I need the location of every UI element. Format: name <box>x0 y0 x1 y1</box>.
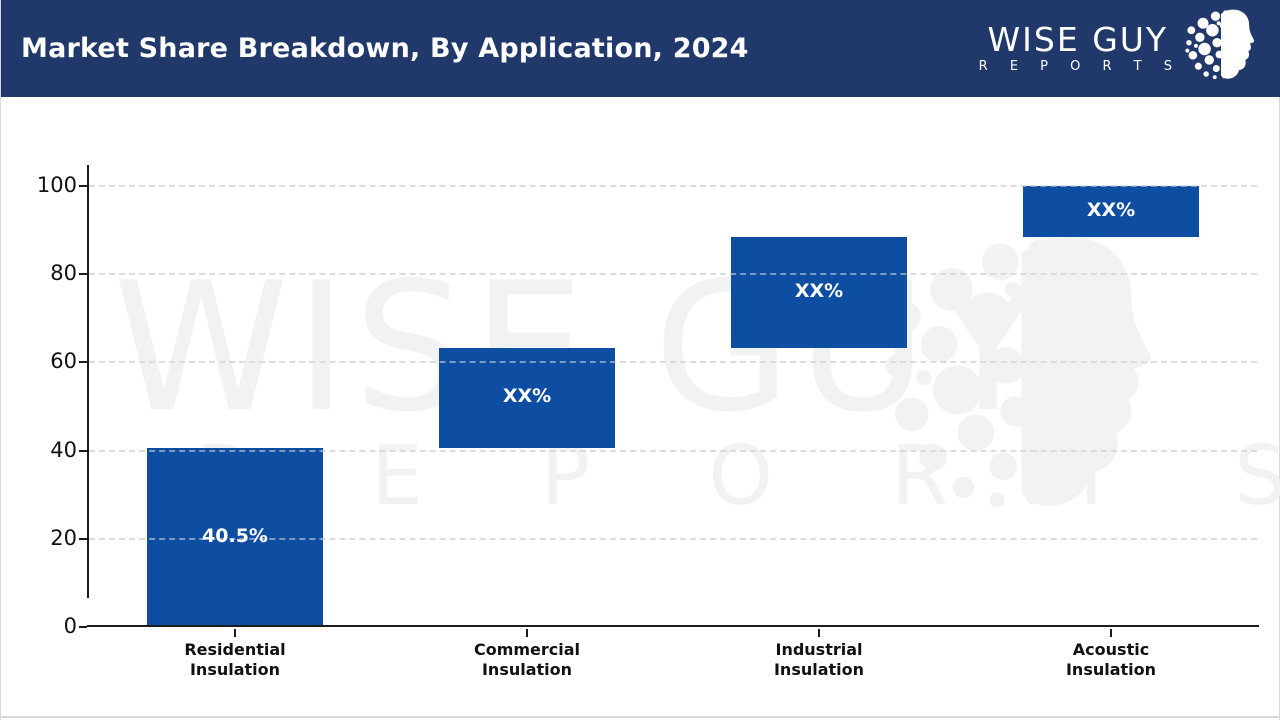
category-label-line: Insulation <box>189 660 281 679</box>
gridline-overlay-100 <box>89 185 1257 187</box>
category-label: Industrial Insulation <box>673 640 965 680</box>
header-bar: Market Share Breakdown, By Application, … <box>1 0 1280 97</box>
y-tick-mark <box>79 537 87 540</box>
bar-segment <box>439 347 615 449</box>
y-tick-mark <box>79 449 87 452</box>
bar-segment <box>731 237 907 348</box>
category-label-line: Commercial <box>473 640 581 659</box>
brand-reports-text: R E P O R T S <box>978 59 1181 74</box>
gridline-overlay-40 <box>89 449 1257 452</box>
category-label: Acoustic Insulation <box>965 640 1257 680</box>
x-tick-mark <box>1110 629 1112 637</box>
gridline-overlay-20 <box>89 537 1257 540</box>
y-tick-label: 60 <box>50 349 77 374</box>
y-tick-mark <box>79 273 87 276</box>
page-title: Market Share Breakdown, By Application, … <box>21 33 749 64</box>
brand-wordmark-text: WISE GUY <box>987 20 1169 59</box>
y-tick-label: 0 <box>63 614 77 638</box>
bar-segment <box>147 448 323 627</box>
category-label-line: Residential <box>184 640 286 659</box>
category-label-line: Insulation <box>773 660 865 679</box>
x-axis-spine <box>87 625 1259 627</box>
y-tick-label: 20 <box>50 525 77 550</box>
y-tick-mark <box>79 626 87 628</box>
brand-head-icon <box>1185 9 1255 79</box>
brand-logo: WISE GUY R E P O R T S <box>975 6 1267 92</box>
y-tick-mark <box>79 361 87 364</box>
x-tick-mark <box>818 629 820 637</box>
bar-value-label: 40.5% <box>202 524 268 547</box>
bar-value-label: XX% <box>1086 198 1136 221</box>
x-tick-mark <box>526 629 528 637</box>
bar-value-label: XX% <box>794 279 844 302</box>
y-axis-spine <box>87 165 89 598</box>
bar-segment <box>1023 186 1199 238</box>
bottom-divider <box>1 716 1280 718</box>
category-label-line: Acoustic <box>1072 640 1150 659</box>
category-label: Residential Insulation <box>89 640 381 680</box>
y-tick-mark <box>79 185 87 187</box>
y-tick-label: 80 <box>50 261 77 286</box>
y-tick-label: 100 <box>36 173 77 197</box>
plot-area: 0 20 40 60 80 100 40.5% Residential Insulation XX… <box>1 97 1280 720</box>
x-tick-mark <box>234 629 236 637</box>
gridline-overlay-80 <box>89 273 1257 276</box>
category-label-line: Insulation <box>1065 660 1157 679</box>
y-tick-label: 40 <box>50 437 77 462</box>
brand-wordmark: WISE GUY R E P O R T S <box>975 20 1181 75</box>
bar-value-label: XX% <box>502 385 552 408</box>
category-label: Commercial Insulation <box>381 640 673 680</box>
category-label-line: Industrial <box>775 640 863 659</box>
category-label-line: Insulation <box>481 660 573 679</box>
gridline-overlay-60 <box>89 361 1257 364</box>
